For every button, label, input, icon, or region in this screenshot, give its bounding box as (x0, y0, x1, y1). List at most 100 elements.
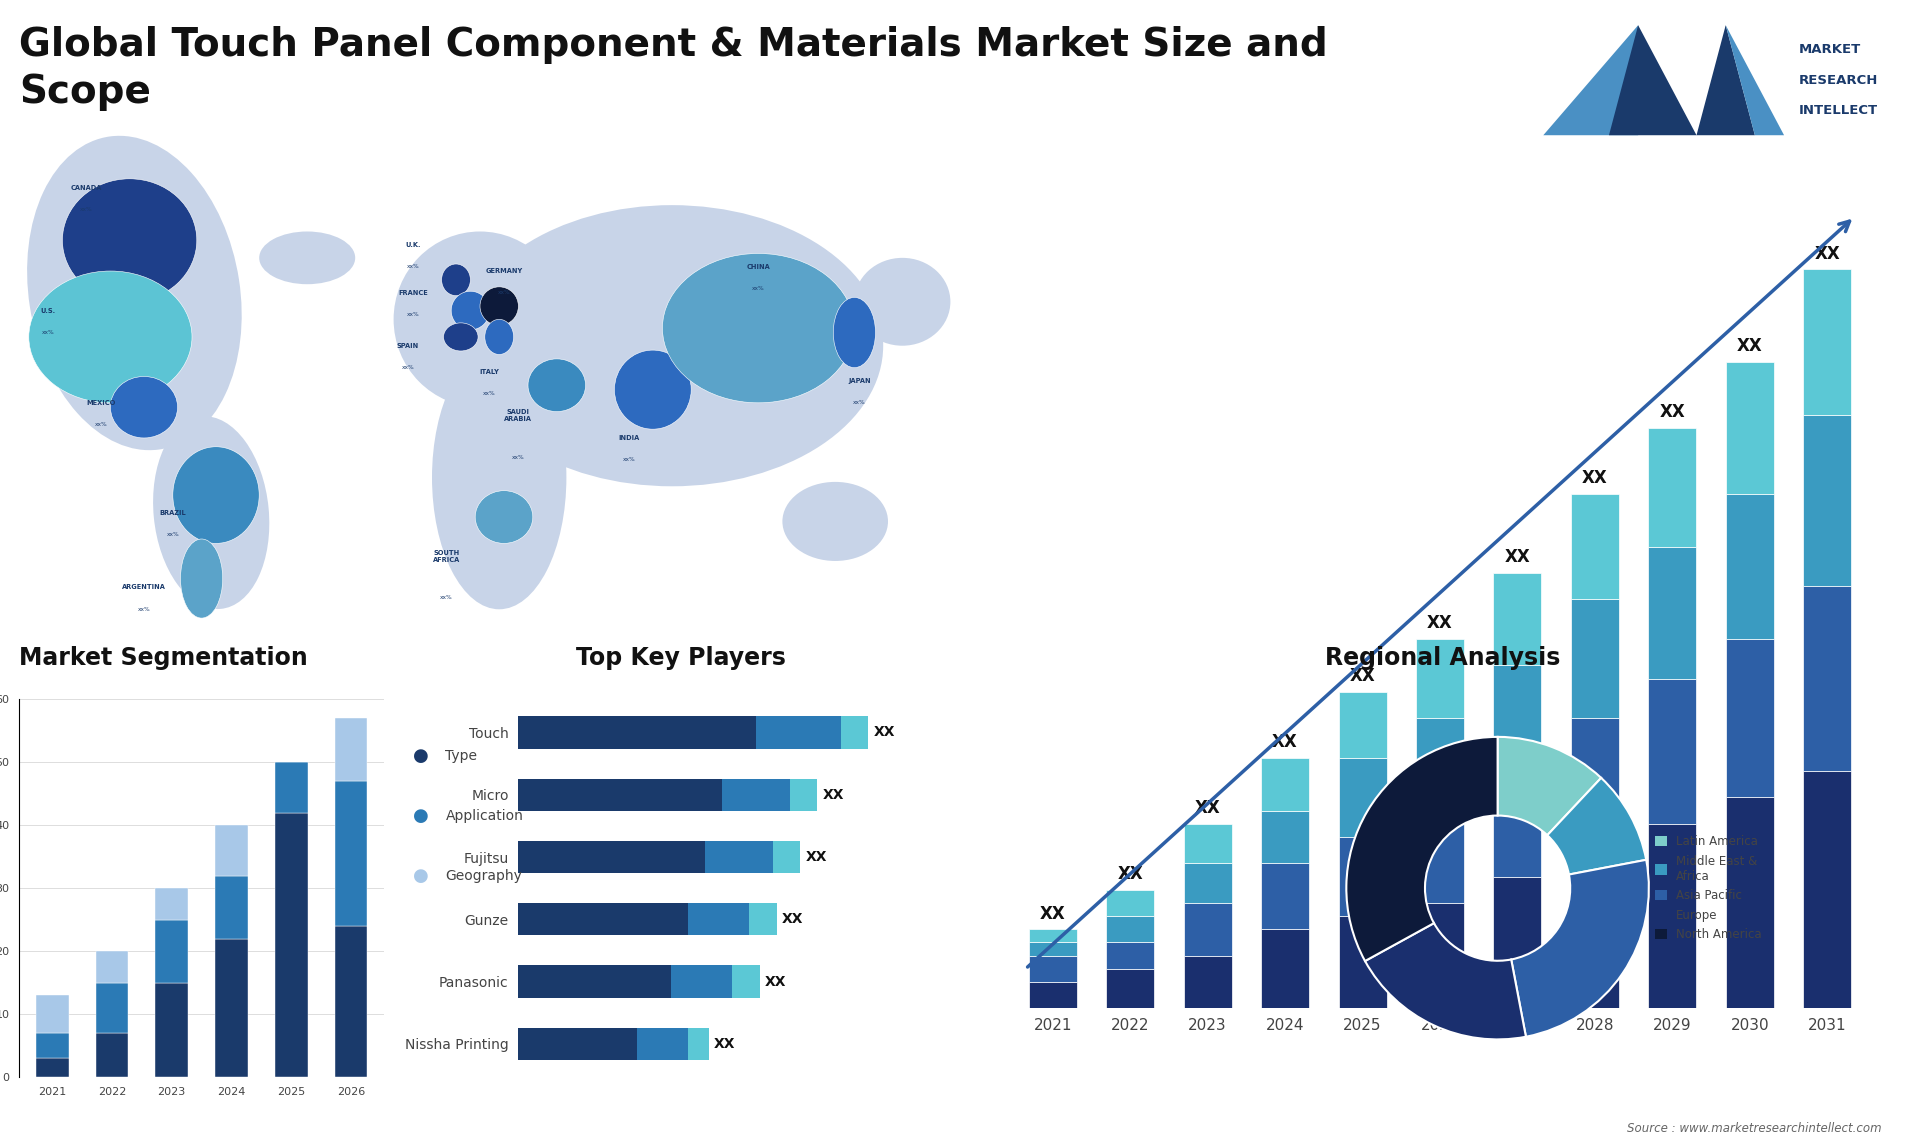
Text: xx%: xx% (622, 457, 636, 462)
Bar (1649, 678, 1697, 824)
Text: ●: ● (413, 807, 428, 825)
Text: xx%: xx% (497, 290, 511, 296)
Text: XX: XX (781, 912, 803, 926)
Text: XX: XX (822, 787, 845, 802)
Text: BRAZIL: BRAZIL (159, 510, 186, 516)
Text: XX: XX (764, 974, 785, 989)
Text: XX: XX (1738, 337, 1763, 355)
Bar (215, 825, 248, 876)
Bar (1029, 956, 1077, 982)
Ellipse shape (173, 447, 259, 543)
Bar (275, 762, 307, 813)
Bar (687, 903, 749, 935)
Bar (1183, 903, 1231, 956)
Bar (1029, 929, 1077, 942)
Wedge shape (1346, 737, 1498, 961)
Bar (1183, 956, 1231, 1008)
Bar (1261, 929, 1309, 1008)
Text: xx%: xx% (81, 207, 92, 212)
Bar (518, 903, 687, 935)
Bar (1803, 587, 1851, 771)
Bar (1494, 771, 1542, 877)
Text: JAPAN: JAPAN (849, 378, 870, 384)
Bar (275, 813, 307, 1077)
Bar (1029, 942, 1077, 956)
Text: XX: XX (1582, 469, 1607, 487)
Text: SAUDI
ARABIA: SAUDI ARABIA (505, 409, 532, 423)
Text: CANADA: CANADA (71, 185, 102, 190)
Wedge shape (1498, 737, 1601, 835)
Bar (1106, 916, 1154, 942)
Bar (791, 778, 818, 811)
Bar (1338, 837, 1386, 916)
Text: xx%: xx% (484, 392, 495, 397)
Text: INTELLECT: INTELLECT (1799, 104, 1878, 117)
Text: ●: ● (413, 747, 428, 766)
Bar (1726, 494, 1774, 639)
Ellipse shape (154, 416, 269, 609)
Text: XX: XX (1350, 667, 1375, 685)
Text: XX: XX (1194, 799, 1221, 817)
Ellipse shape (662, 253, 854, 402)
Bar (1803, 415, 1851, 587)
Text: XX: XX (1041, 904, 1066, 923)
Text: XX: XX (1505, 549, 1530, 566)
Bar (215, 876, 248, 939)
Text: xx%: xx% (138, 606, 150, 612)
Bar (1261, 810, 1309, 863)
Bar (1649, 427, 1697, 547)
Text: U.K.: U.K. (405, 242, 420, 248)
Legend: Latin America, Middle East &
Africa, Asia Pacific, Europe, North America: Latin America, Middle East & Africa, Asi… (1655, 835, 1763, 941)
Bar (732, 965, 760, 998)
Ellipse shape (451, 291, 490, 330)
Text: XX: XX (1814, 245, 1839, 262)
Ellipse shape (854, 258, 950, 346)
Text: U.S.: U.S. (40, 307, 56, 314)
Text: xx%: xx% (401, 366, 415, 370)
Polygon shape (1697, 25, 1755, 135)
Text: Regional Analysis: Regional Analysis (1325, 646, 1561, 670)
Text: XX: XX (874, 725, 895, 739)
Bar (156, 982, 188, 1077)
Text: xx%: xx% (852, 400, 866, 406)
Ellipse shape (111, 376, 177, 438)
Ellipse shape (442, 264, 470, 296)
Text: XX: XX (1427, 614, 1453, 633)
Ellipse shape (27, 136, 242, 450)
Bar (215, 939, 248, 1077)
Bar (1494, 573, 1542, 666)
Bar (1261, 758, 1309, 810)
Polygon shape (1726, 25, 1784, 135)
Bar (1649, 824, 1697, 1008)
Ellipse shape (432, 346, 566, 610)
Bar (756, 716, 841, 748)
Bar (36, 1059, 69, 1077)
Bar (1106, 942, 1154, 968)
Ellipse shape (528, 359, 586, 411)
Bar (1803, 771, 1851, 1008)
Bar (156, 919, 188, 982)
Text: FRANCE: FRANCE (397, 290, 428, 296)
Bar (1649, 547, 1697, 678)
Text: MEXICO: MEXICO (86, 400, 115, 406)
Bar (1494, 666, 1542, 771)
Text: Top Key Players: Top Key Players (576, 646, 785, 670)
Bar (1415, 639, 1465, 719)
Text: xx%: xx% (407, 264, 419, 269)
Bar (1726, 362, 1774, 494)
Text: SOUTH
AFRICA: SOUTH AFRICA (432, 550, 461, 563)
Wedge shape (1365, 924, 1526, 1039)
Wedge shape (1548, 778, 1645, 874)
Text: XX: XX (1273, 733, 1298, 751)
Bar (1106, 968, 1154, 1008)
Text: Type: Type (445, 749, 478, 763)
Ellipse shape (474, 490, 532, 543)
Ellipse shape (461, 205, 883, 486)
Text: ●: ● (413, 866, 428, 885)
Ellipse shape (783, 481, 887, 562)
Text: SPAIN: SPAIN (397, 343, 419, 348)
Text: xx%: xx% (94, 422, 108, 427)
Text: XX: XX (1117, 865, 1142, 884)
Ellipse shape (444, 323, 478, 351)
Text: XX: XX (806, 850, 828, 864)
